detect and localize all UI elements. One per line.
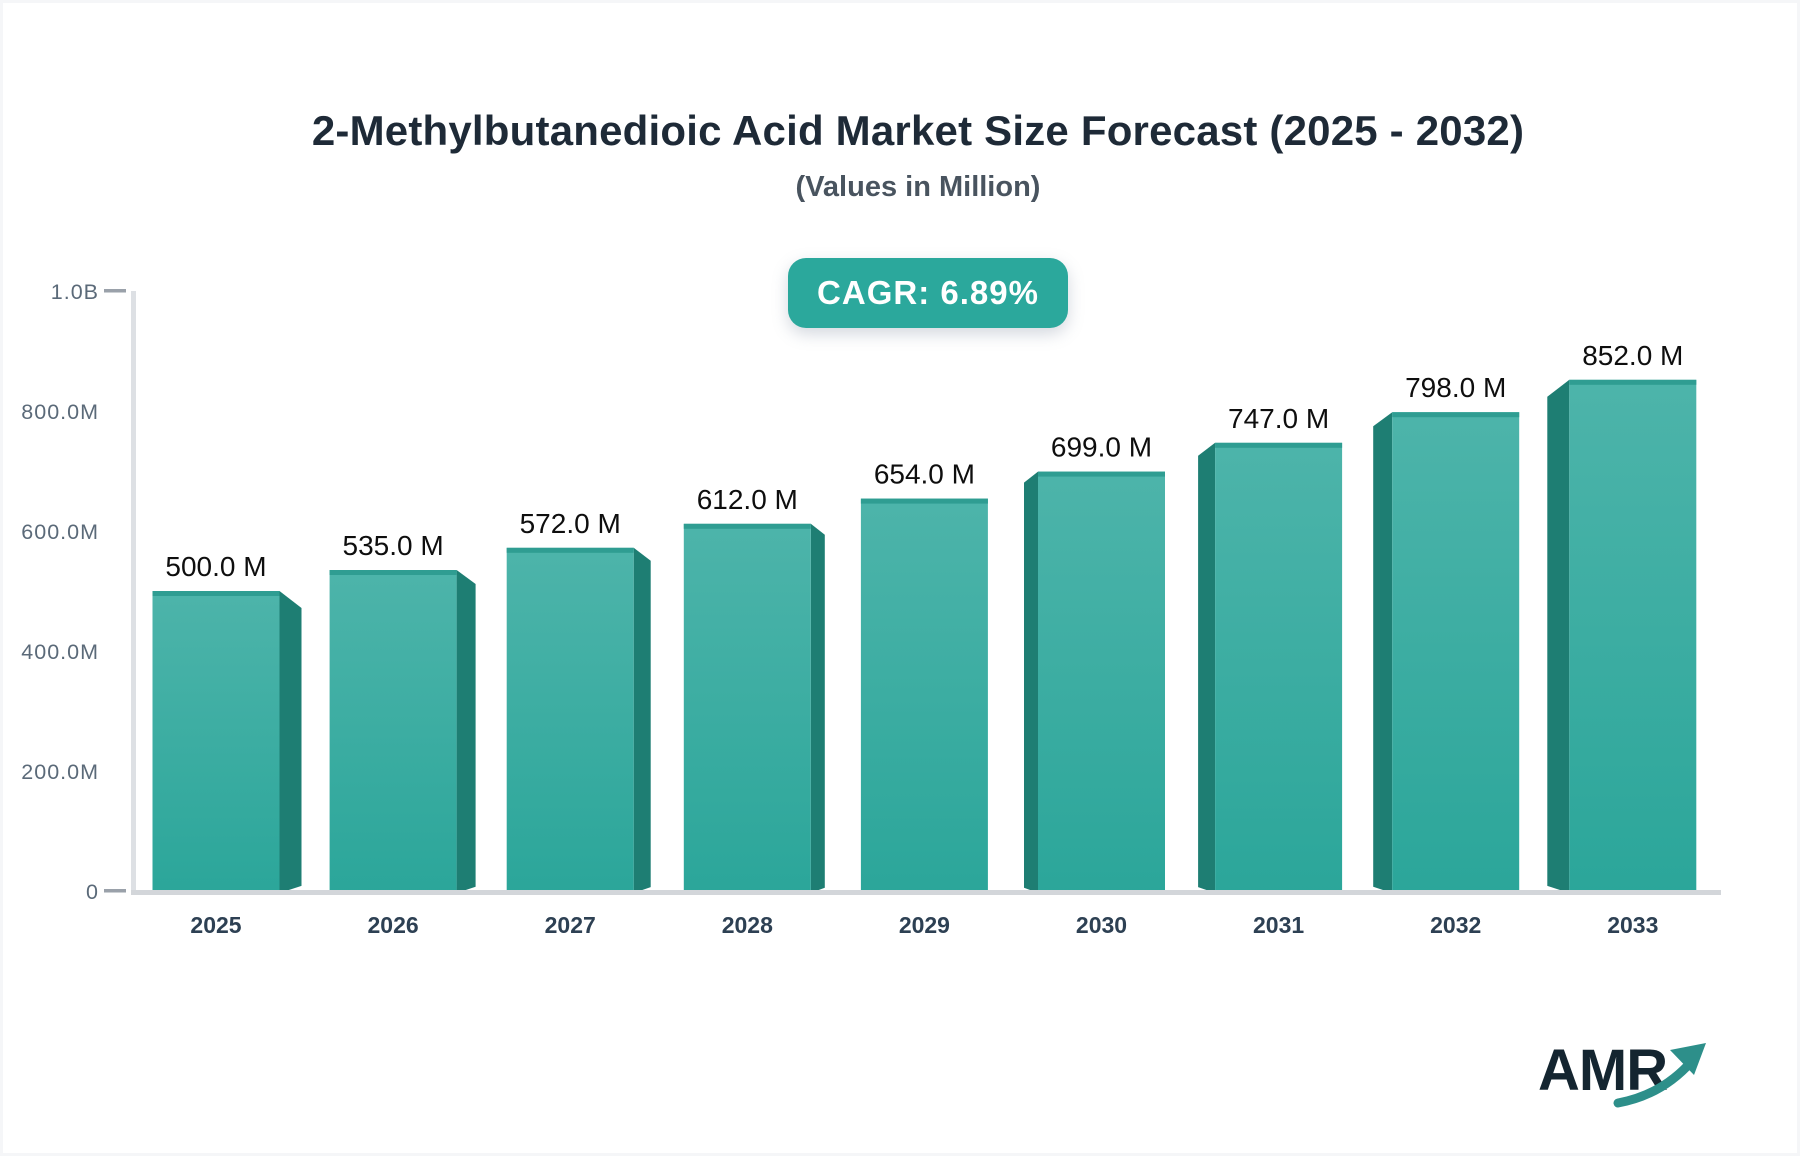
bar-top-edge-2027 [506,547,634,553]
bar-chart: 500.0 M 2025 535.0 M 2026 572.0 M 2027 612.0 M… [21,280,1721,938]
x-tick-label-2033: 2033 [1607,912,1658,938]
amr-logo-arrow-icon [1613,1043,1706,1108]
bar-value-label-2032: 798.0 M [1405,372,1506,403]
bar-face-2025 [152,591,280,893]
y-tick-label-400.0M: 400.0M [21,640,99,664]
bar-group-2031: 747.0 M 2031 [1198,403,1343,938]
bar-face-2031 [1215,442,1343,893]
y-axis-line [131,291,136,895]
bar-side-2025 [279,591,302,893]
bar-group-2029: 654.0 M 2029 [860,459,988,938]
cagr-badge: CAGR: 6.89% [788,258,1068,328]
bar-top-edge-2030 [1038,471,1165,477]
x-tick-label-2027: 2027 [545,912,596,938]
bar-side-2032 [1373,412,1393,893]
x-tick-label-2029: 2029 [899,912,950,938]
bar-top-edge-2026 [329,570,457,575]
bar-top-edge-2025 [152,591,280,596]
y-tick-label-600.0M: 600.0M [21,520,99,544]
x-tick-label-2030: 2030 [1076,912,1127,938]
bar-value-label-2029: 654.0 M [874,459,975,490]
bar-face-2026 [329,570,457,893]
bar-group-2032: 798.0 M 2032 [1373,372,1520,938]
bar-face-2030 [1038,471,1165,893]
bar-group-2026: 535.0 M 2026 [329,530,476,938]
x-tick-label-2032: 2032 [1430,912,1481,938]
bar-top-edge-2028 [683,523,811,529]
y-tick-label-800.0M: 800.0M [21,400,99,424]
bar-value-label-2025: 500.0 M [165,551,266,582]
y-tick-label-0: 0 [86,880,99,904]
bar-group-2030: 699.0 M 2030 [1024,432,1165,938]
bar-value-label-2031: 747.0 M [1228,403,1329,434]
bar-top-edge-2029 [860,498,988,504]
amr-logo: AMR [1538,1037,1738,1127]
bar-group-2025: 500.0 M 2025 [152,551,302,938]
y-tick-mark-1.0B [104,289,126,293]
x-tick-label-2025: 2025 [190,912,241,938]
x-tick-label-2028: 2028 [722,912,773,938]
bar-side-2031 [1198,442,1216,893]
axis-layer: 0 200.0M 400.0M 600.0M 800.0M 1.0B [21,280,1721,904]
bars-layer: 500.0 M 2025 535.0 M 2026 572.0 M 2027 612.0 M… [152,340,1697,938]
chart-subtitle: (Values in Million) [795,171,1041,203]
x-axis-line [131,890,1721,895]
bar-face-2027 [506,547,634,893]
bar-value-label-2028: 612.0 M [697,484,798,515]
bar-group-2028: 612.0 M 2028 [683,484,825,938]
y-tick-label-1.0B: 1.0B [51,280,99,304]
bar-side-2030 [1024,471,1038,893]
bar-side-2026 [456,570,476,893]
bar-value-label-2033: 852.0 M [1582,340,1683,371]
bar-top-edge-2032 [1392,412,1520,418]
x-tick-label-2031: 2031 [1253,912,1304,938]
y-tick-label-200.0M: 200.0M [21,760,99,784]
bar-face-2028 [683,523,811,893]
bar-side-2028 [810,523,825,893]
bar-group-2027: 572.0 M 2027 [506,508,651,938]
bar-face-2029 [860,498,988,893]
bar-top-edge-2031 [1215,442,1343,448]
bar-value-label-2030: 699.0 M [1051,432,1152,463]
bar-face-2033 [1569,379,1697,893]
bar-value-label-2026: 535.0 M [343,530,444,561]
chart-title: 2-Methylbutanedioic Acid Market Size For… [311,107,1525,154]
bar-face-2032 [1392,412,1520,893]
y-tick-mark-0 [104,889,126,893]
x-tick-label-2026: 2026 [368,912,419,938]
bar-top-edge-2033 [1569,379,1697,385]
bar-side-2033 [1547,379,1570,893]
bar-value-label-2027: 572.0 M [520,508,621,539]
bar-side-2027 [633,547,651,893]
bar-group-2033: 852.0 M 2033 [1547,340,1697,938]
